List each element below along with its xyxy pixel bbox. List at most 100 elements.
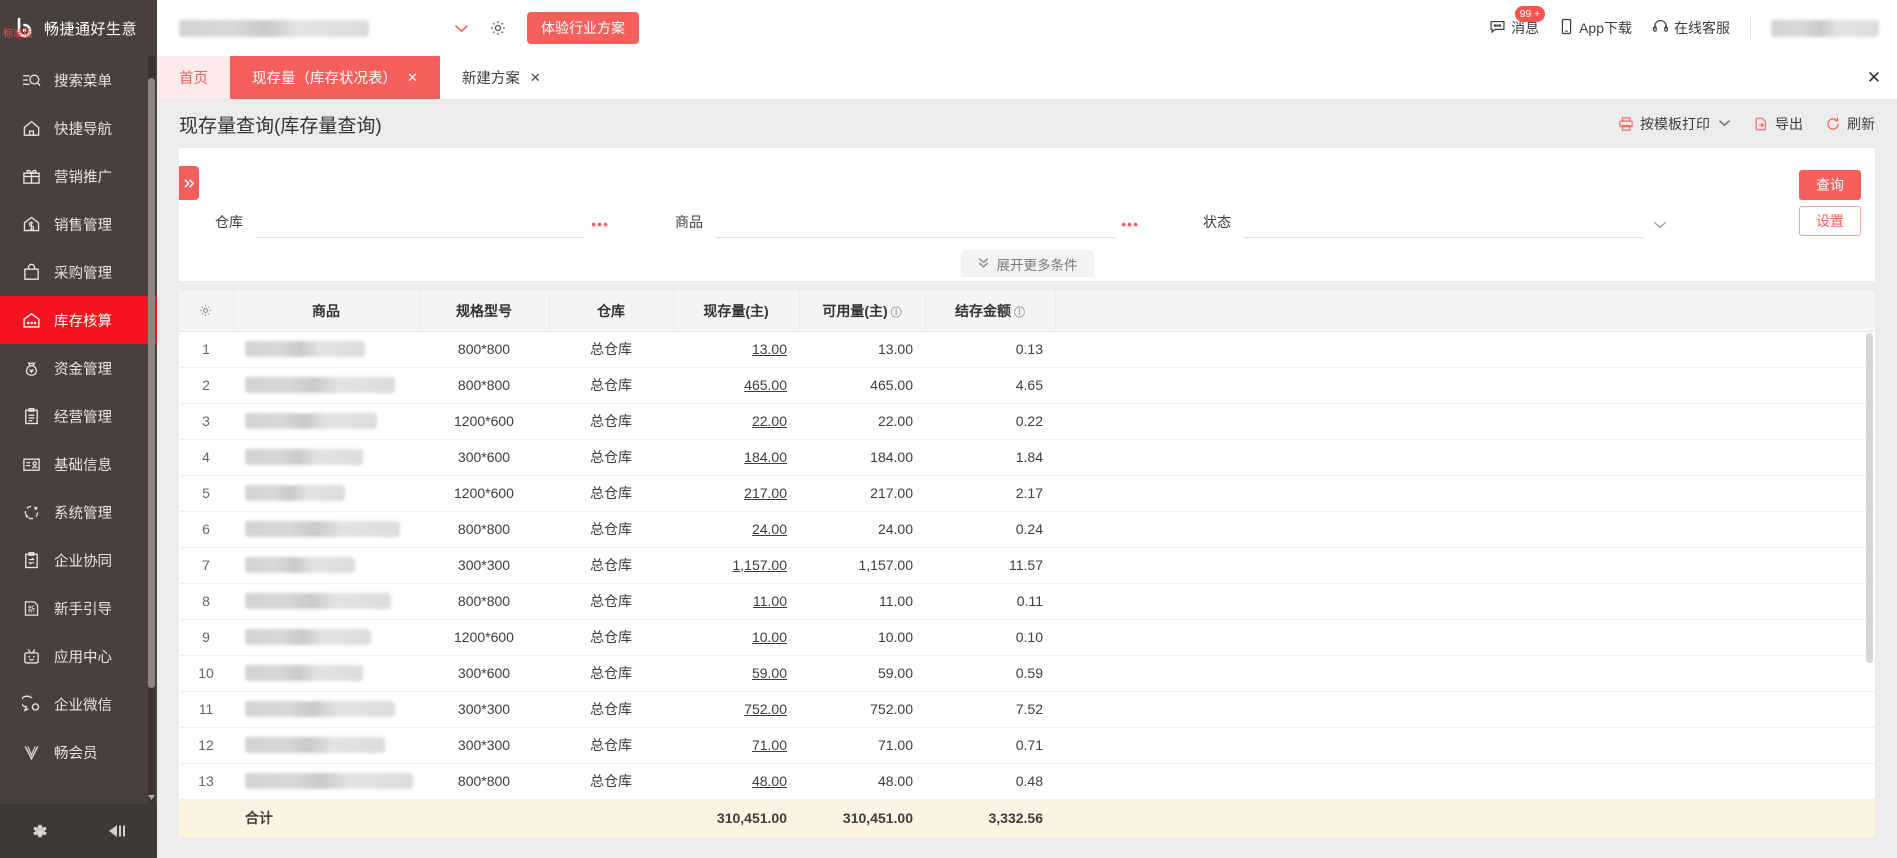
stock-link[interactable]: 1,157.00 bbox=[732, 557, 788, 573]
row-product[interactable] bbox=[233, 439, 419, 476]
row-product[interactable] bbox=[233, 763, 419, 800]
table-row[interactable]: 7 300*300 总仓库 1,157.00 1,157.00 11.57 bbox=[179, 547, 1875, 584]
sidebar-item-wechat-work[interactable]: 企业微信 bbox=[0, 680, 157, 728]
sidebar-scrollbar[interactable] bbox=[148, 56, 155, 804]
sidebar-item-quick-nav[interactable]: 快捷导航 bbox=[0, 104, 157, 152]
stock-link[interactable]: 24.00 bbox=[751, 521, 787, 537]
table-row[interactable]: 10 300*600 总仓库 59.00 59.00 0.59 bbox=[179, 655, 1875, 692]
tab-stock-status[interactable]: 现存量（库存状况表） ✕ bbox=[230, 56, 440, 99]
table-row[interactable]: 3 1200*600 总仓库 22.00 22.00 0.22 bbox=[179, 403, 1875, 440]
column-header-product[interactable]: 商品 bbox=[233, 291, 420, 332]
row-stock[interactable]: 184.00 bbox=[673, 439, 799, 476]
row-product[interactable] bbox=[233, 403, 419, 440]
sidebar-item-fund[interactable]: 资金管理 bbox=[0, 344, 157, 392]
row-product[interactable] bbox=[233, 547, 419, 584]
row-product[interactable] bbox=[233, 367, 419, 404]
table-row[interactable]: 13 800*800 总仓库 48.00 48.00 0.48 bbox=[179, 763, 1875, 800]
query-button[interactable]: 查询 bbox=[1799, 170, 1861, 200]
row-stock[interactable]: 465.00 bbox=[673, 367, 799, 404]
row-product[interactable] bbox=[233, 655, 419, 692]
sidebar-item-system[interactable]: 系统管理 bbox=[0, 488, 157, 536]
tab-new-plan[interactable]: 新建方案 ✕ bbox=[440, 56, 563, 99]
sidebar-item-sales[interactable]: 销售管理 bbox=[0, 200, 157, 248]
print-template-button[interactable]: 按模板打印 bbox=[1618, 114, 1731, 134]
table-row[interactable]: 6 800*800 总仓库 24.00 24.00 0.24 bbox=[179, 511, 1875, 548]
row-product[interactable] bbox=[233, 727, 419, 764]
row-stock[interactable]: 48.00 bbox=[673, 763, 799, 800]
gear-icon[interactable] bbox=[489, 19, 507, 37]
table-row[interactable]: 11 300*300 总仓库 752.00 752.00 7.52 bbox=[179, 691, 1875, 728]
warehouse-more-icon[interactable]: ••• bbox=[591, 216, 609, 232]
table-scrollbar[interactable] bbox=[1866, 333, 1873, 693]
messages-entry[interactable]: 消息 99 + bbox=[1489, 6, 1545, 38]
stock-link[interactable]: 59.00 bbox=[751, 665, 787, 681]
row-stock[interactable]: 59.00 bbox=[673, 655, 799, 692]
sidebar-item-app-center[interactable]: 应用中心 bbox=[0, 632, 157, 680]
table-scroll-thumb[interactable] bbox=[1866, 333, 1873, 663]
stock-link[interactable]: 184.00 bbox=[744, 449, 787, 465]
sidebar-item-inventory-accounting[interactable]: 库存核算 bbox=[0, 296, 157, 344]
row-stock[interactable]: 71.00 bbox=[673, 727, 799, 764]
sidebar-item-vip-member[interactable]: 畅会员 bbox=[0, 728, 157, 776]
close-all-tabs-icon[interactable]: ✕ bbox=[1866, 67, 1882, 87]
help-icon[interactable]: ⓘ bbox=[890, 306, 902, 319]
export-button[interactable]: 导出 bbox=[1753, 114, 1803, 134]
chevron-down-icon[interactable] bbox=[1653, 218, 1667, 232]
chevron-down-icon[interactable] bbox=[454, 20, 469, 37]
row-stock[interactable]: 22.00 bbox=[673, 403, 799, 440]
double-chevron-right-icon[interactable] bbox=[179, 166, 199, 200]
online-service-entry[interactable]: 在线客服 bbox=[1652, 18, 1730, 38]
sidebar-item-collaboration[interactable]: 企业协同 bbox=[0, 536, 157, 584]
sidebar-item-new-guide[interactable]: 新 新手引导 bbox=[0, 584, 157, 632]
stock-link[interactable]: 71.00 bbox=[751, 737, 787, 753]
sidebar-scroll-down[interactable] bbox=[147, 789, 156, 800]
row-stock[interactable]: 24.00 bbox=[673, 511, 799, 548]
stock-link[interactable]: 217.00 bbox=[744, 485, 787, 501]
chevron-down-icon[interactable] bbox=[1718, 118, 1731, 130]
settings-button[interactable]: 设置 bbox=[1799, 206, 1861, 236]
stock-link[interactable]: 13.00 bbox=[751, 341, 787, 357]
sidebar-item-marketing[interactable]: 营销推广 bbox=[0, 152, 157, 200]
tab-home[interactable]: 首页 bbox=[157, 56, 230, 99]
row-product[interactable] bbox=[233, 583, 419, 620]
user-account-redacted[interactable] bbox=[1771, 19, 1879, 37]
product-more-icon[interactable]: ••• bbox=[1121, 216, 1139, 232]
expand-more-conditions-button[interactable]: 展开更多条件 bbox=[960, 250, 1094, 277]
column-settings-header[interactable] bbox=[179, 291, 234, 332]
brand-logo[interactable]: 畅捷通好生意 标准版 bbox=[0, 0, 157, 56]
stock-link[interactable]: 11.00 bbox=[753, 593, 787, 609]
refresh-button[interactable]: 刷新 bbox=[1825, 114, 1875, 134]
gear-icon[interactable] bbox=[29, 821, 49, 841]
stock-link[interactable]: 752.00 bbox=[744, 701, 787, 717]
warehouse-input[interactable] bbox=[255, 210, 585, 238]
table-row[interactable]: 5 1200*600 总仓库 217.00 217.00 2.17 bbox=[179, 475, 1875, 512]
stock-link[interactable]: 465.00 bbox=[744, 377, 787, 393]
sidebar-item-basic-info[interactable]: 基础信息 bbox=[0, 440, 157, 488]
industry-solution-button[interactable]: 体验行业方案 bbox=[527, 12, 639, 44]
table-row[interactable]: 2 800*800 总仓库 465.00 465.00 4.65 bbox=[179, 367, 1875, 404]
column-header-spec[interactable]: 规格型号 bbox=[419, 291, 550, 332]
sidebar-item-operations[interactable]: 经营管理 bbox=[0, 392, 157, 440]
table-row[interactable]: 8 800*800 总仓库 11.00 11.00 0.11 bbox=[179, 583, 1875, 620]
stock-link[interactable]: 10.00 bbox=[751, 629, 787, 645]
collapse-sidebar-icon[interactable] bbox=[106, 823, 128, 839]
sidebar-item-search-menu[interactable]: 搜索菜单 bbox=[0, 56, 157, 104]
column-header-available[interactable]: 可用量(主) ⓘ bbox=[799, 291, 926, 332]
row-product[interactable] bbox=[233, 511, 419, 548]
column-header-amount[interactable]: 结存金额 ⓘ bbox=[925, 291, 1056, 332]
row-product[interactable] bbox=[233, 331, 419, 368]
column-settings-gear-icon[interactable] bbox=[187, 303, 225, 318]
close-icon[interactable]: ✕ bbox=[529, 69, 541, 85]
row-stock[interactable]: 1,157.00 bbox=[673, 547, 799, 584]
row-stock[interactable]: 13.00 bbox=[673, 331, 799, 368]
row-product[interactable] bbox=[233, 475, 419, 512]
table-row[interactable]: 4 300*600 总仓库 184.00 184.00 1.84 bbox=[179, 439, 1875, 476]
row-product[interactable] bbox=[233, 619, 419, 656]
help-icon[interactable]: ⓘ bbox=[1014, 306, 1025, 319]
table-row[interactable]: 12 300*300 总仓库 71.00 71.00 0.71 bbox=[179, 727, 1875, 764]
table-row[interactable]: 1 800*800 总仓库 13.00 13.00 0.13 bbox=[179, 331, 1875, 368]
stock-link[interactable]: 48.00 bbox=[751, 773, 787, 789]
product-input[interactable] bbox=[715, 210, 1115, 238]
sidebar-item-purchase[interactable]: 采购管理 bbox=[0, 248, 157, 296]
row-product[interactable] bbox=[233, 691, 419, 728]
